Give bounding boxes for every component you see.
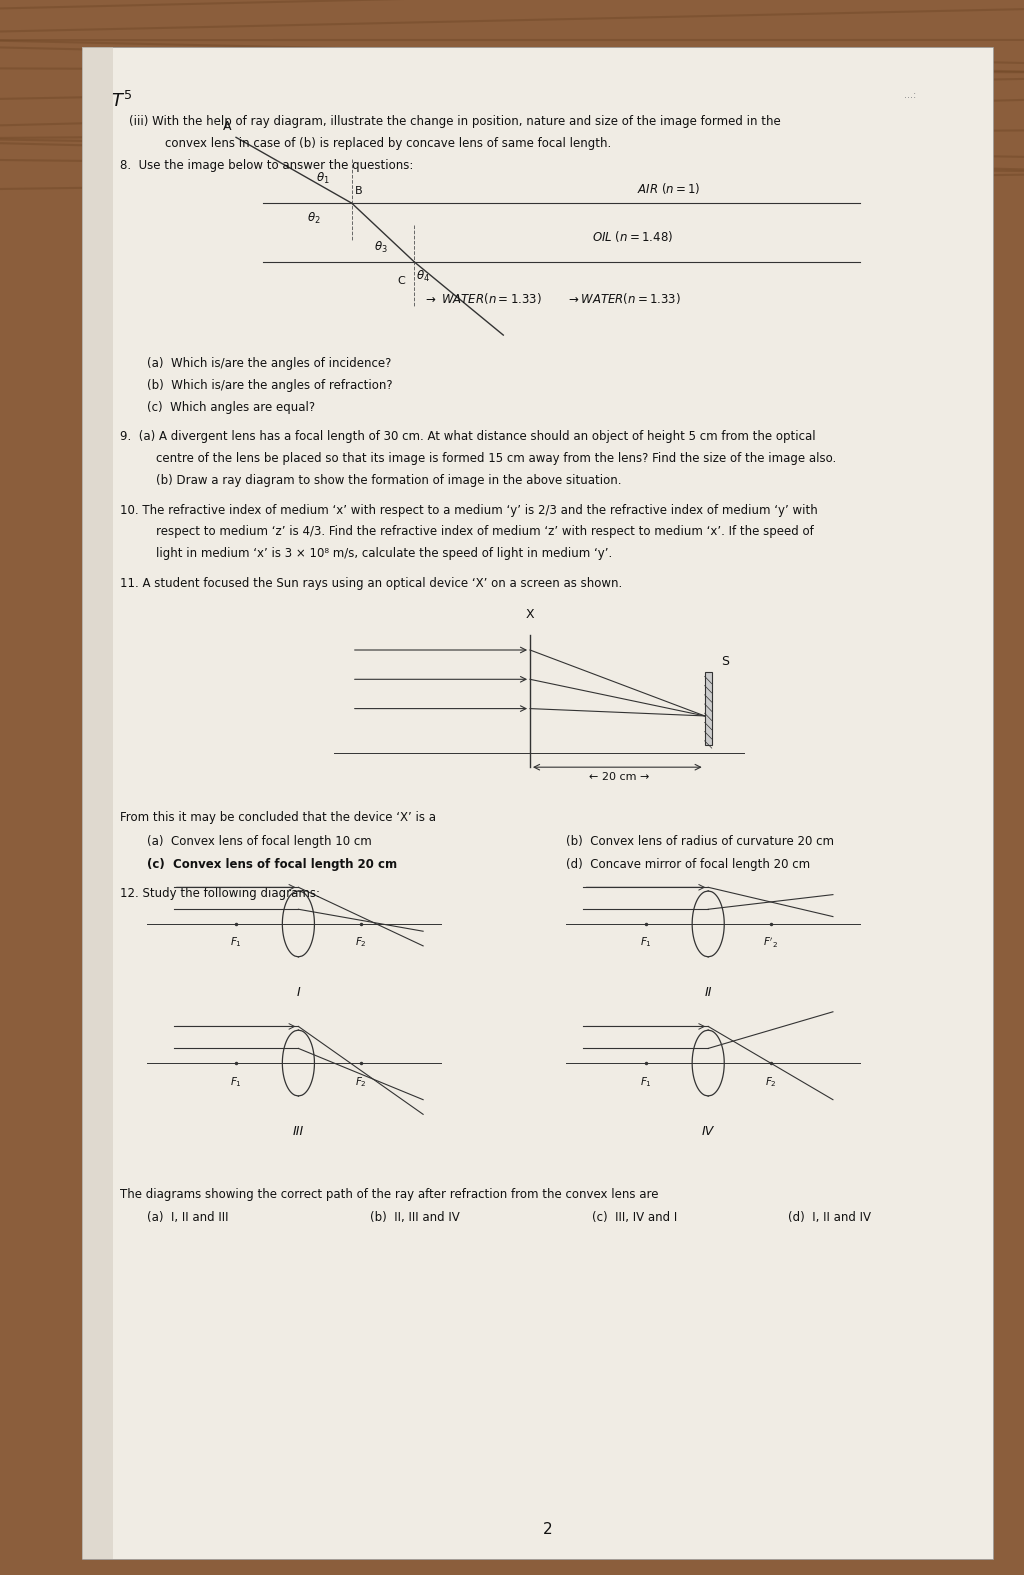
Text: AIR $(n=1)$: AIR $(n=1)$ [637, 181, 700, 197]
Text: $\rightarrow$ WATER$(n=1.33)$: $\rightarrow$ WATER$(n=1.33)$ [423, 291, 542, 306]
Bar [82, 47, 113, 1559]
Text: I: I [297, 986, 300, 999]
Text: 10. The refractive index of medium ‘x’ with respect to a medium ‘y’ is 2/3 and t: 10. The refractive index of medium ‘x’ w… [120, 504, 818, 517]
Bar [705, 673, 712, 745]
Text: ← 20 cm →: ← 20 cm → [589, 772, 649, 781]
Text: IV: IV [702, 1125, 715, 1139]
Text: 9.  (a) A divergent lens has a focal length of 30 cm. At what distance should an: 9. (a) A divergent lens has a focal leng… [120, 430, 816, 443]
Text: $F_2$: $F_2$ [355, 1074, 367, 1088]
Text: (d)  Concave mirror of focal length 20 cm: (d) Concave mirror of focal length 20 cm [565, 858, 810, 871]
Text: $F_2$: $F_2$ [355, 936, 367, 950]
Text: $\theta_4$: $\theta_4$ [416, 269, 430, 284]
Text: A: A [223, 120, 231, 132]
Text: (d)  I, II and IV: (d) I, II and IV [788, 1211, 871, 1224]
Text: $\rightarrow$WATER$(n=1.33)$: $\rightarrow$WATER$(n=1.33)$ [565, 291, 681, 306]
Text: centre of the lens be placed so that its image is formed 15 cm away from the len: centre of the lens be placed so that its… [156, 452, 837, 465]
Text: (c)  Which angles are equal?: (c) Which angles are equal? [147, 402, 315, 414]
Text: (b)  II, III and IV: (b) II, III and IV [370, 1211, 460, 1224]
Text: $F'_2$: $F'_2$ [763, 936, 778, 950]
Text: light in medium ‘x’ is 3 × 10⁸ m/s, calculate the speed of light in medium ‘y’.: light in medium ‘x’ is 3 × 10⁸ m/s, calc… [156, 548, 612, 561]
Text: $\theta_2$: $\theta_2$ [307, 211, 321, 225]
Text: (a)  Which is/are the angles of incidence?: (a) Which is/are the angles of incidence… [147, 358, 391, 370]
Text: respect to medium ‘z’ is 4/3. Find the refractive index of medium ‘z’ with respe: respect to medium ‘z’ is 4/3. Find the r… [156, 526, 814, 539]
Text: (iii) With the help of ray diagram, illustrate the change in position, nature an: (iii) With the help of ray diagram, illu… [129, 115, 781, 129]
Text: 2: 2 [543, 1521, 553, 1537]
Text: III: III [293, 1125, 304, 1139]
Text: $F_2$: $F_2$ [765, 1074, 776, 1088]
Text: 12. Study the following diagrams:: 12. Study the following diagrams: [120, 887, 321, 901]
Text: (b) Draw a ray diagram to show the formation of image in the above situation.: (b) Draw a ray diagram to show the forma… [156, 474, 622, 487]
Text: From this it may be concluded that the device ‘X’ is a: From this it may be concluded that the d… [120, 811, 436, 824]
Text: $F_1$: $F_1$ [640, 1074, 652, 1088]
Text: II: II [705, 986, 712, 999]
Text: The diagrams showing the correct path of the ray after refraction from the conve: The diagrams showing the correct path of… [120, 1188, 658, 1200]
Text: ...:: ...: [904, 90, 916, 101]
Text: $\theta_3$: $\theta_3$ [374, 239, 388, 255]
Text: S: S [722, 655, 729, 668]
Text: $T^5$: $T^5$ [112, 90, 132, 110]
Text: X: X [525, 608, 535, 621]
FancyBboxPatch shape [82, 47, 993, 1559]
Text: $F_1$: $F_1$ [640, 936, 652, 950]
Text: C: C [397, 277, 406, 287]
Text: $F_1$: $F_1$ [230, 936, 242, 950]
Text: convex lens in case of (b) is replaced by concave lens of same focal length.: convex lens in case of (b) is replaced b… [165, 137, 611, 150]
Text: (a)  Convex lens of focal length 10 cm: (a) Convex lens of focal length 10 cm [147, 835, 372, 847]
Text: $F_1$: $F_1$ [230, 1074, 242, 1088]
Text: (a)  I, II and III: (a) I, II and III [147, 1211, 228, 1224]
Text: (c)  Convex lens of focal length 20 cm: (c) Convex lens of focal length 20 cm [147, 858, 397, 871]
Text: 11. A student focused the Sun rays using an optical device ‘X’ on a screen as sh: 11. A student focused the Sun rays using… [120, 576, 623, 589]
Text: (c)  III, IV and I: (c) III, IV and I [592, 1211, 678, 1224]
Text: B: B [354, 186, 362, 195]
Text: (b)  Which is/are the angles of refraction?: (b) Which is/are the angles of refractio… [147, 380, 392, 392]
Text: OIL $(n=1.48)$: OIL $(n=1.48)$ [592, 230, 674, 244]
Text: $\theta_1$: $\theta_1$ [316, 172, 330, 186]
Text: 8.  Use the image below to answer the questions:: 8. Use the image below to answer the que… [120, 159, 414, 172]
Text: (b)  Convex lens of radius of curvature 20 cm: (b) Convex lens of radius of curvature 2… [565, 835, 834, 847]
